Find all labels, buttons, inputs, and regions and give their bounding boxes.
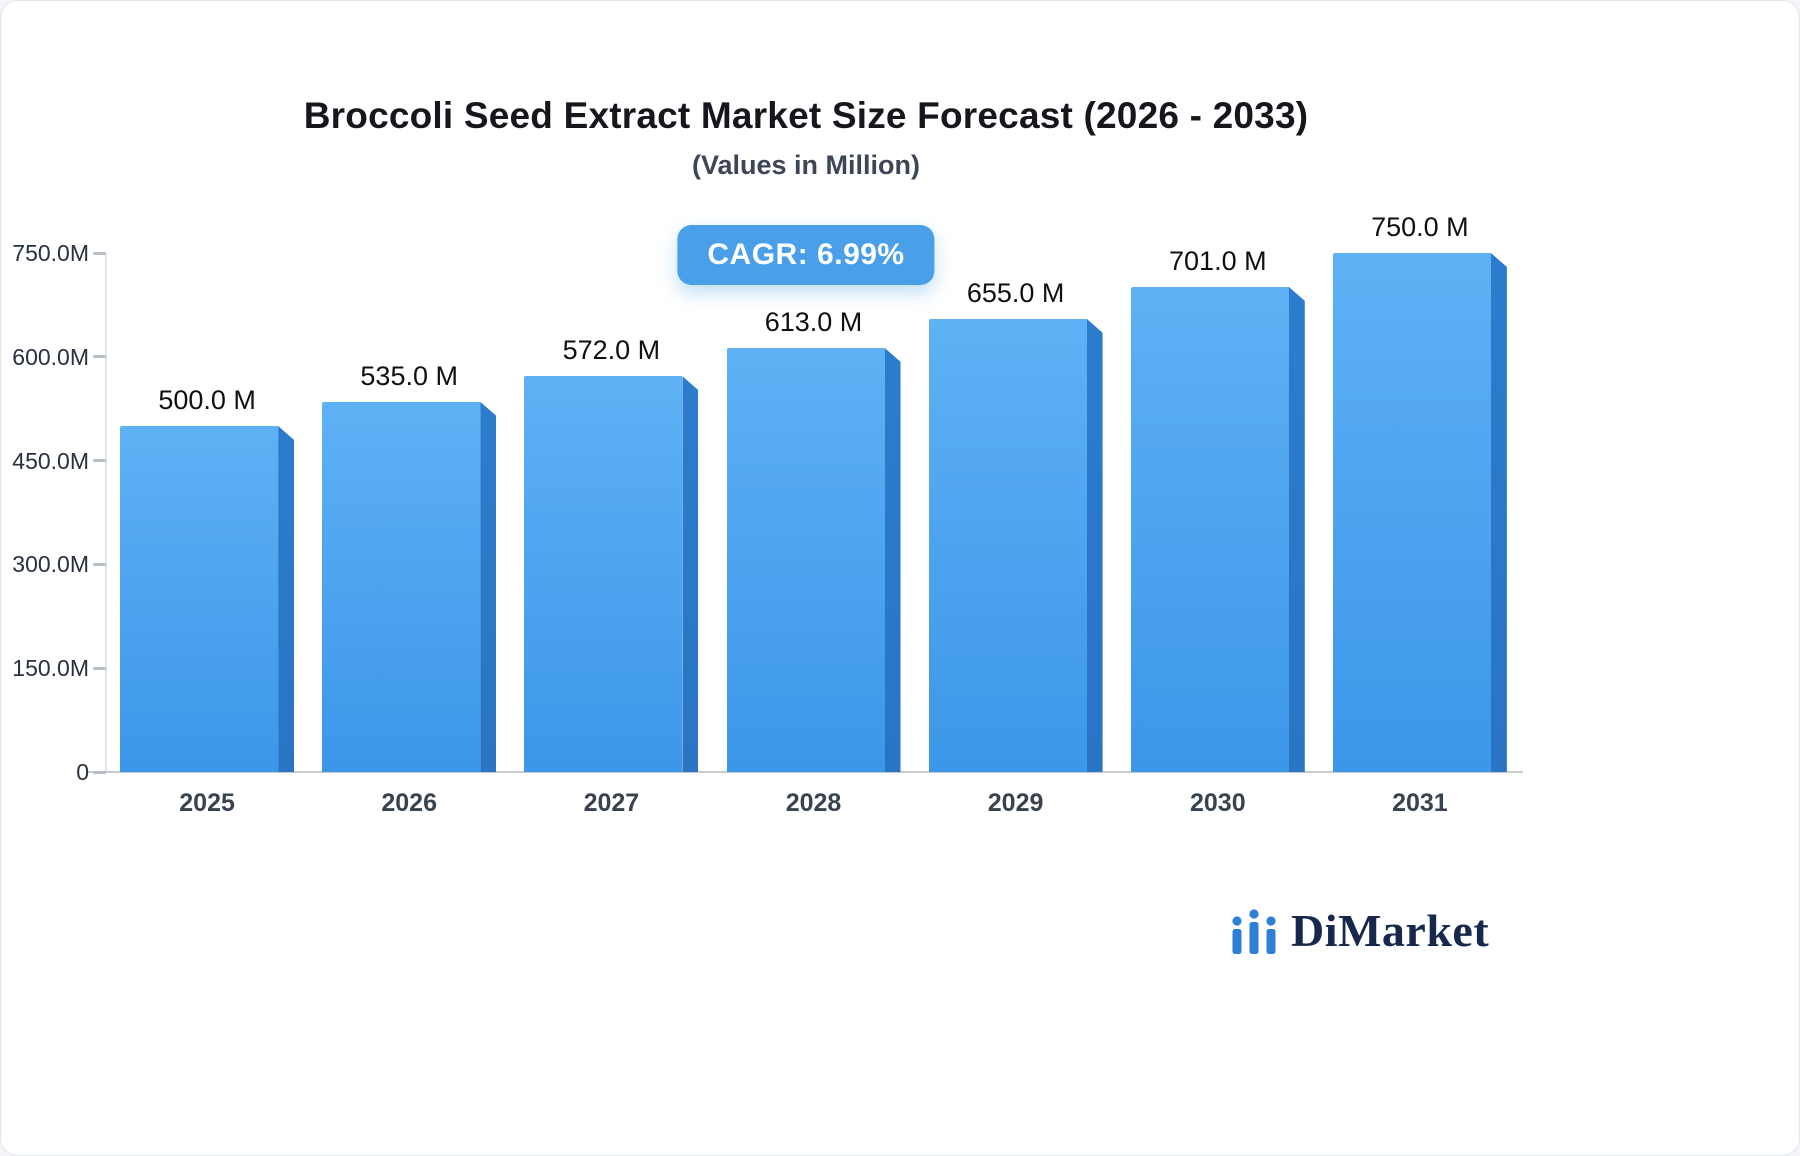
bar-side xyxy=(1086,318,1103,772)
x-axis-label: 2028 xyxy=(785,789,842,817)
brand-name: DiMarket xyxy=(1291,905,1490,956)
bar-value-label: 572.0 M xyxy=(562,335,661,366)
bar xyxy=(1130,286,1305,772)
bar xyxy=(524,376,699,772)
x-axis-line xyxy=(87,771,1523,773)
bar-side xyxy=(682,376,699,772)
bar-face xyxy=(726,347,885,772)
x-axis-label: 2031 xyxy=(1392,789,1448,817)
bar-side xyxy=(1288,286,1305,772)
x-axis-label: 2029 xyxy=(987,789,1044,817)
bar xyxy=(120,426,295,772)
x-axis-label: 2030 xyxy=(1189,789,1246,817)
y-axis-tick-label: 750.0M xyxy=(12,240,89,266)
bar-face xyxy=(1130,286,1289,772)
y-axis-tick-mark xyxy=(93,562,106,566)
y-axis-tick-mark xyxy=(93,251,106,255)
bar-value-label: 655.0 M xyxy=(966,277,1065,308)
y-axis-tick-mark xyxy=(93,770,106,774)
x-axis-label: 2026 xyxy=(381,789,437,817)
y-axis-tick-mark xyxy=(93,355,106,359)
y-axis-tick-label: 0 xyxy=(76,759,89,785)
x-axis-label: 2027 xyxy=(583,789,640,817)
brand-logo: DiMarket xyxy=(1229,904,1489,957)
y-axis-tick-label: 600.0M xyxy=(12,343,89,370)
chart-subtitle: (Values in Million) xyxy=(691,150,921,180)
y-axis-tick-label: 300.0M xyxy=(12,551,89,578)
bar xyxy=(928,318,1103,772)
y-axis-tick-label: 150.0M xyxy=(12,655,89,682)
bar-face xyxy=(120,426,279,772)
y-axis-tick-mark xyxy=(93,666,106,670)
y-axis-line xyxy=(105,253,107,772)
bar-value-label: 535.0 M xyxy=(360,360,458,391)
bar-value-label: 750.0 M xyxy=(1371,212,1469,242)
bar-face xyxy=(1332,253,1491,772)
bar-side xyxy=(480,401,497,772)
bar xyxy=(726,347,901,772)
bar-side xyxy=(278,426,295,772)
bar-side xyxy=(884,347,901,772)
dimarket-icon xyxy=(1232,908,1276,954)
bar xyxy=(1332,253,1507,772)
bar-face xyxy=(524,376,683,772)
bar-face xyxy=(322,401,481,772)
x-axis-label: 2025 xyxy=(179,789,235,817)
bar-value-label: 500.0 M xyxy=(158,385,256,415)
bar-side xyxy=(1490,253,1507,772)
y-axis-tick-mark xyxy=(93,459,106,463)
cagr-badge: CAGR: 6.99% xyxy=(677,225,935,285)
bar xyxy=(322,401,497,772)
y-axis-tick-label: 450.0M xyxy=(12,447,89,474)
bar-face xyxy=(928,318,1087,772)
chart-title: Broccoli Seed Extract Market Size Foreca… xyxy=(303,95,1309,136)
bar-value-label: 613.0 M xyxy=(764,306,863,337)
bar-value-label: 701.0 M xyxy=(1169,245,1267,276)
